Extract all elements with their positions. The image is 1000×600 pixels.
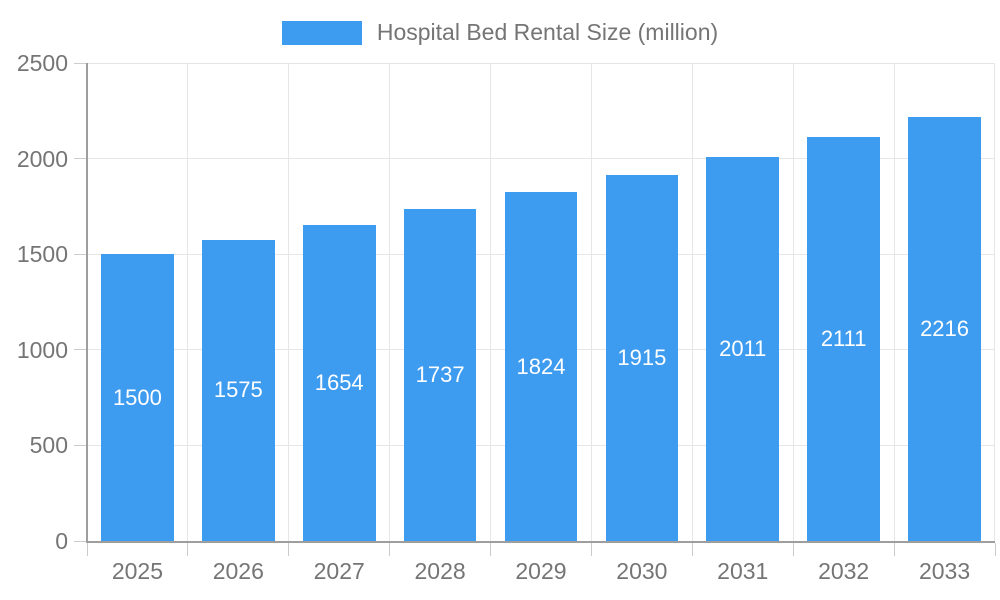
bar-value-label: 1575 [213, 377, 263, 403]
x-axis-tick-label: 2030 [616, 558, 668, 584]
y-axis-tick-label: 2500 [16, 50, 68, 76]
gridline-vertical [389, 63, 391, 541]
gridline-horizontal [87, 62, 995, 64]
x-axis-tick [288, 543, 290, 556]
x-axis-line [86, 541, 995, 543]
bar-2030[interactable]: 1915 [605, 174, 679, 541]
legend-swatch [281, 20, 362, 45]
x-axis-tick [994, 543, 996, 556]
y-axis-tick-label: 1500 [16, 241, 68, 268]
gridline-vertical [993, 63, 995, 541]
bar-2027[interactable]: 1654 [302, 224, 376, 541]
x-axis-tick-label: 2031 [717, 558, 769, 584]
x-axis-tick [86, 543, 88, 556]
bar-2033[interactable]: 2216 [908, 117, 981, 541]
x-axis-tick [792, 543, 794, 556]
x-axis-tick [893, 543, 895, 556]
bar-value-label: 1500 [112, 384, 162, 410]
x-axis-tick-label: 2033 [918, 558, 971, 584]
bar-value-label: 2111 [820, 326, 867, 352]
bar-2031[interactable]: 2011 [706, 156, 780, 541]
x-axis-tick [590, 543, 592, 556]
bar-value-label: 1654 [314, 369, 364, 395]
x-axis-tick-label: 2032 [818, 558, 870, 584]
bar-value-label: 1915 [617, 344, 667, 370]
bar-2025[interactable]: 1500 [101, 254, 174, 541]
gridline-vertical [792, 63, 794, 541]
bar-value-label: 1737 [415, 361, 465, 387]
y-axis-tick [74, 349, 87, 351]
y-axis-tick [74, 253, 87, 255]
x-axis-tick-label: 2029 [515, 558, 567, 584]
y-axis-tick [74, 63, 87, 64]
bar-value-label: 2216 [920, 316, 970, 342]
gridline-vertical [187, 63, 189, 541]
x-axis-tick-label: 2027 [313, 558, 365, 584]
y-axis-tick [74, 540, 87, 542]
legend-label: Hospital Bed Rental Size (million) [376, 19, 719, 45]
gridline-vertical [590, 63, 592, 541]
y-axis-line [86, 63, 88, 543]
x-axis-tick-label: 2025 [111, 558, 164, 584]
x-axis-tick [490, 543, 492, 556]
x-axis-tick [389, 543, 391, 556]
x-axis-tick [691, 543, 693, 556]
gridline-vertical [691, 63, 693, 541]
gridline-vertical [490, 63, 492, 541]
plot-area: 1500 1575 1654 1737 1824 1915 2011 2111 2216 [74, 62, 996, 556]
bar-2029[interactable]: 1824 [504, 192, 578, 541]
gridline-vertical [893, 63, 895, 541]
y-axis-tick [74, 158, 87, 160]
y-axis-tick-label: 0 [55, 528, 68, 554]
y-axis-tick-label: 1000 [16, 336, 68, 363]
gridline-vertical [288, 63, 290, 541]
x-axis-tick-label: 2028 [414, 558, 466, 584]
gridline-horizontal [87, 158, 995, 160]
bar-2026[interactable]: 1575 [202, 239, 275, 541]
y-axis-tick-label: 2000 [16, 145, 68, 172]
y-axis-tick-label: 500 [29, 432, 68, 459]
bar-2028[interactable]: 1737 [403, 208, 477, 541]
bar-value-label: 2011 [719, 335, 767, 361]
bar-2032[interactable]: 2111 [807, 137, 880, 541]
y-axis-tick [74, 444, 87, 446]
x-axis-tick-label: 2026 [212, 558, 264, 584]
legend: Hospital Bed Rental Size (million) [0, 19, 1000, 46]
x-axis-tick [187, 543, 189, 556]
bar-value-label: 1824 [516, 353, 566, 379]
